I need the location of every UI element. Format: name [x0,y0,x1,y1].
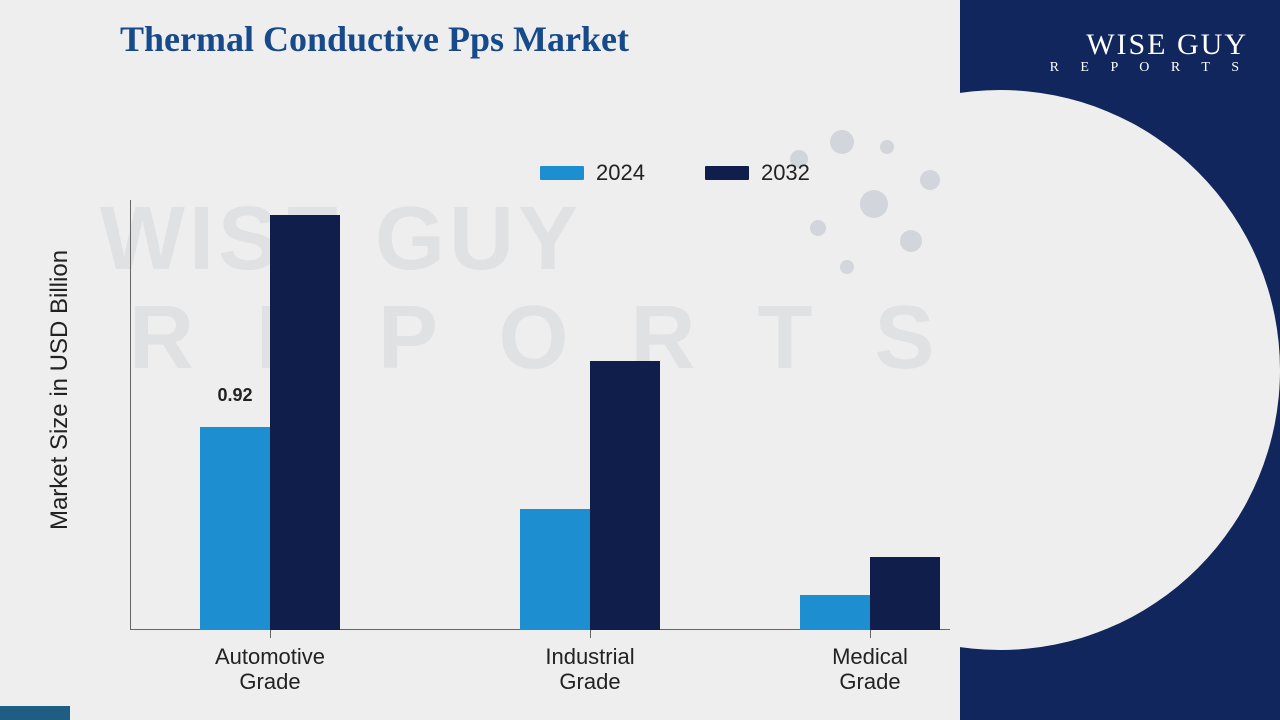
category-label: Industrial Grade [545,644,634,695]
bar [590,361,660,630]
logo-line-1: WISE GUY [1050,28,1248,62]
y-axis [130,200,131,630]
bar [520,509,590,630]
y-axis-label: Market Size in USD Billion [46,250,74,530]
legend: 2024 2032 [540,160,810,186]
category-label: Medical Grade [832,644,908,695]
chart-title: Thermal Conductive Pps Market [120,18,629,60]
category-label: Automotive Grade [215,644,325,695]
logo-line-2: R E P O R T S [1050,60,1248,76]
bar [800,595,870,630]
bar [870,557,940,630]
legend-item: 2024 [540,160,645,186]
x-tick [270,630,271,638]
plot-area: Automotive GradeIndustrial GradeMedical … [130,200,950,630]
legend-label: 2024 [596,160,645,186]
chart-canvas: WISE GUY R E P O R T S Thermal Conductiv… [0,0,1280,720]
x-tick [870,630,871,638]
legend-item: 2032 [705,160,810,186]
legend-swatch [705,166,749,180]
brand-logo: WISE GUY R E P O R T S [1050,28,1248,76]
x-tick [590,630,591,638]
bar [200,427,270,630]
legend-swatch [540,166,584,180]
bottom-accent-bar [0,706,70,720]
legend-label: 2032 [761,160,810,186]
bar-value-label: 0.92 [217,385,252,406]
bar [270,215,340,630]
